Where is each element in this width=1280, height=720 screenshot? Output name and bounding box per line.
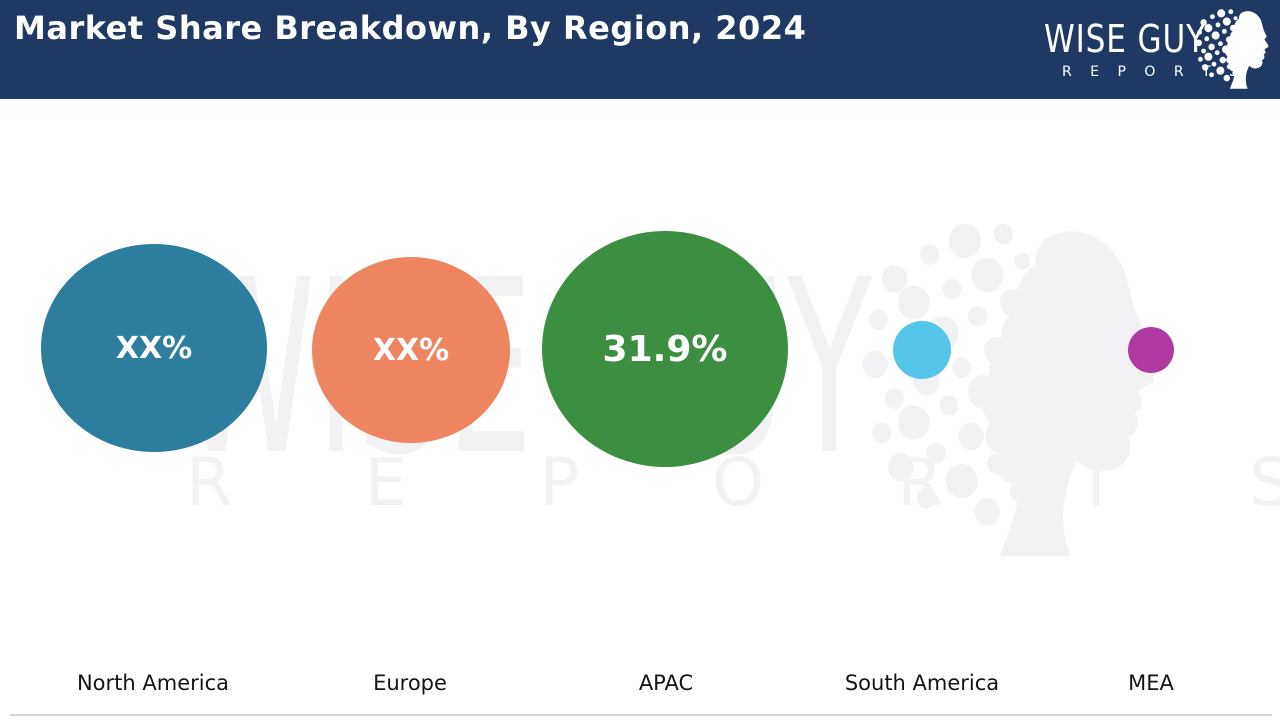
category-label-north-america: North America xyxy=(76,671,230,695)
watermark-dotted-profile-face-icon xyxy=(862,223,1154,557)
bubble-north-america: XX% xyxy=(41,244,267,452)
category-label-apac: APAC xyxy=(638,671,694,695)
bubble-south-america xyxy=(893,321,951,379)
bottom-divider xyxy=(10,714,1272,716)
logo-reports-text: R E P O R T S xyxy=(1062,64,1245,80)
header-bar: Market Share Breakdown, By Region, 2024 … xyxy=(0,0,1280,99)
category-label-europe: Europe xyxy=(373,671,447,695)
category-label-mea: MEA xyxy=(1128,671,1174,695)
logo-dotted-profile-face-icon xyxy=(1195,9,1269,89)
bubble-value-label: XX% xyxy=(115,330,193,366)
bubble-value-label: 31.9% xyxy=(602,328,728,370)
category-label-south-america: South America xyxy=(844,671,1000,695)
bubble-mea xyxy=(1128,327,1174,373)
bubble-apac: 31.9% xyxy=(542,231,788,467)
wise-guy-reports-logo: WISE GUY R E P O R T S xyxy=(1040,4,1276,96)
logo-wordmark: WISE GUY xyxy=(1044,17,1206,61)
bubble-value-label: XX% xyxy=(372,332,450,368)
page-title: Market Share Breakdown, By Region, 2024 xyxy=(14,9,807,47)
bubble-europe: XX% xyxy=(312,257,510,443)
